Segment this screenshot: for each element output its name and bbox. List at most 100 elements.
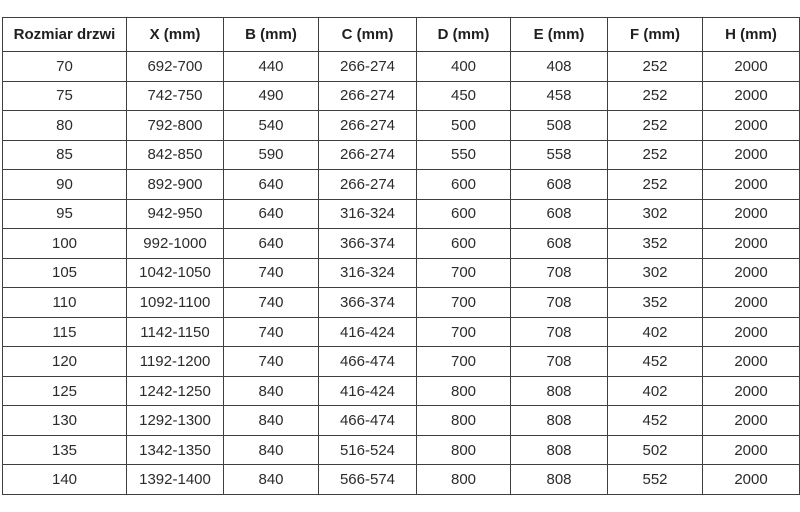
table-cell: 1292-1300 — [126, 405, 224, 436]
table-cell: 2000 — [702, 110, 800, 141]
table-cell: 402 — [607, 375, 703, 407]
table-cell: 792-800 — [126, 110, 224, 141]
table-cell: 550 — [416, 139, 511, 171]
table-cell: 640 — [223, 169, 319, 200]
table-cell: 740 — [223, 257, 319, 289]
table-cell: 500 — [416, 110, 511, 141]
table-cell: 95 — [2, 198, 127, 230]
table-cell: 302 — [607, 198, 703, 230]
table-row: 95 942-950 640 316-324 600 608 302 2000 — [2, 198, 800, 230]
column-header: H (mm) — [702, 17, 800, 52]
table-cell: 600 — [416, 169, 511, 200]
column-header: B (mm) — [223, 17, 319, 52]
table-cell: 1092-1100 — [126, 287, 224, 318]
table-cell: 608 — [510, 228, 608, 259]
table-cell: 2000 — [702, 346, 800, 377]
header-row: Rozmiar drzwi X (mm) B (mm) C (mm) D (mm) E (… — [2, 17, 800, 52]
table-cell: 740 — [223, 287, 319, 318]
table-cell: 85 — [2, 139, 127, 171]
table-cell: 266-274 — [318, 80, 417, 112]
table-cell: 140 — [2, 464, 127, 495]
table-cell: 1392-1400 — [126, 464, 224, 495]
table-cell: 942-950 — [126, 198, 224, 230]
table-cell: 266-274 — [318, 169, 417, 200]
table-cell: 700 — [416, 316, 511, 348]
table-body: 70 692-700 440 266-274 400 408 252 2000 75 742-75… — [2, 51, 800, 495]
table-cell: 110 — [2, 287, 127, 318]
table-cell: 252 — [607, 139, 703, 171]
table-row: 90 892-900 640 266-274 600 608 252 2000 — [2, 169, 800, 200]
table-cell: 75 — [2, 80, 127, 112]
table-cell: 2000 — [702, 257, 800, 289]
column-header: Rozmiar drzwi — [2, 17, 127, 52]
table-cell: 2000 — [702, 198, 800, 230]
table-cell: 1342-1350 — [126, 434, 224, 466]
table-cell: 742-750 — [126, 80, 224, 112]
table-cell: 2000 — [702, 169, 800, 200]
table-cell: 840 — [223, 375, 319, 407]
table-cell: 740 — [223, 316, 319, 348]
table-cell: 808 — [510, 464, 608, 495]
table-cell: 2000 — [702, 464, 800, 495]
table-row: 100 992-1000 640 366-374 600 608 352 2000 — [2, 228, 800, 259]
table-cell: 352 — [607, 228, 703, 259]
table-cell: 600 — [416, 228, 511, 259]
table-cell: 708 — [510, 257, 608, 289]
door-size-table: Rozmiar drzwi X (mm) B (mm) C (mm) D (mm) E (… — [2, 17, 800, 495]
table-cell: 452 — [607, 405, 703, 436]
table-cell: 1192-1200 — [126, 346, 224, 377]
table-cell: 120 — [2, 346, 127, 377]
table-cell: 1242-1250 — [126, 375, 224, 407]
table-header: Rozmiar drzwi X (mm) B (mm) C (mm) D (mm) E (… — [2, 17, 800, 52]
table-cell: 640 — [223, 198, 319, 230]
table-cell: 408 — [510, 51, 608, 82]
table-row: 105 1042-1050 740 316-324 700 708 302 2000 — [2, 257, 800, 289]
table-cell: 892-900 — [126, 169, 224, 200]
table-cell: 992-1000 — [126, 228, 224, 259]
table-cell: 402 — [607, 316, 703, 348]
table-row: 135 1342-1350 840 516-524 800 808 502 2000 — [2, 434, 800, 466]
table-cell: 80 — [2, 110, 127, 141]
table-cell: 590 — [223, 139, 319, 171]
table-cell: 708 — [510, 316, 608, 348]
table-cell: 105 — [2, 257, 127, 289]
table-cell: 2000 — [702, 316, 800, 348]
table-cell: 502 — [607, 434, 703, 466]
table-cell: 708 — [510, 287, 608, 318]
table-cell: 366-374 — [318, 228, 417, 259]
table-cell: 416-424 — [318, 375, 417, 407]
table-cell: 700 — [416, 287, 511, 318]
table-cell: 266-274 — [318, 139, 417, 171]
table-cell: 458 — [510, 80, 608, 112]
table-cell: 302 — [607, 257, 703, 289]
table-cell: 2000 — [702, 139, 800, 171]
table-cell: 400 — [416, 51, 511, 82]
table-cell: 840 — [223, 405, 319, 436]
table-cell: 450 — [416, 80, 511, 112]
table-cell: 692-700 — [126, 51, 224, 82]
table-cell: 90 — [2, 169, 127, 200]
table-cell: 508 — [510, 110, 608, 141]
table-cell: 1142-1150 — [126, 316, 224, 348]
column-header: E (mm) — [510, 17, 608, 52]
table-cell: 490 — [223, 80, 319, 112]
table-cell: 115 — [2, 316, 127, 348]
table-cell: 352 — [607, 287, 703, 318]
table-cell: 808 — [510, 405, 608, 436]
table-cell: 540 — [223, 110, 319, 141]
table-cell: 842-850 — [126, 139, 224, 171]
table-row: 120 1192-1200 740 466-474 700 708 452 2000 — [2, 346, 800, 377]
table-cell: 700 — [416, 346, 511, 377]
table-cell: 800 — [416, 464, 511, 495]
table-cell: 800 — [416, 434, 511, 466]
table-cell: 608 — [510, 169, 608, 200]
table-cell: 70 — [2, 51, 127, 82]
table-cell: 135 — [2, 434, 127, 466]
table-cell: 416-424 — [318, 316, 417, 348]
table-row: 85 842-850 590 266-274 550 558 252 2000 — [2, 139, 800, 171]
table-cell: 2000 — [702, 405, 800, 436]
table-cell: 2000 — [702, 228, 800, 259]
table-cell: 740 — [223, 346, 319, 377]
table-row: 125 1242-1250 840 416-424 800 808 402 2000 — [2, 375, 800, 407]
